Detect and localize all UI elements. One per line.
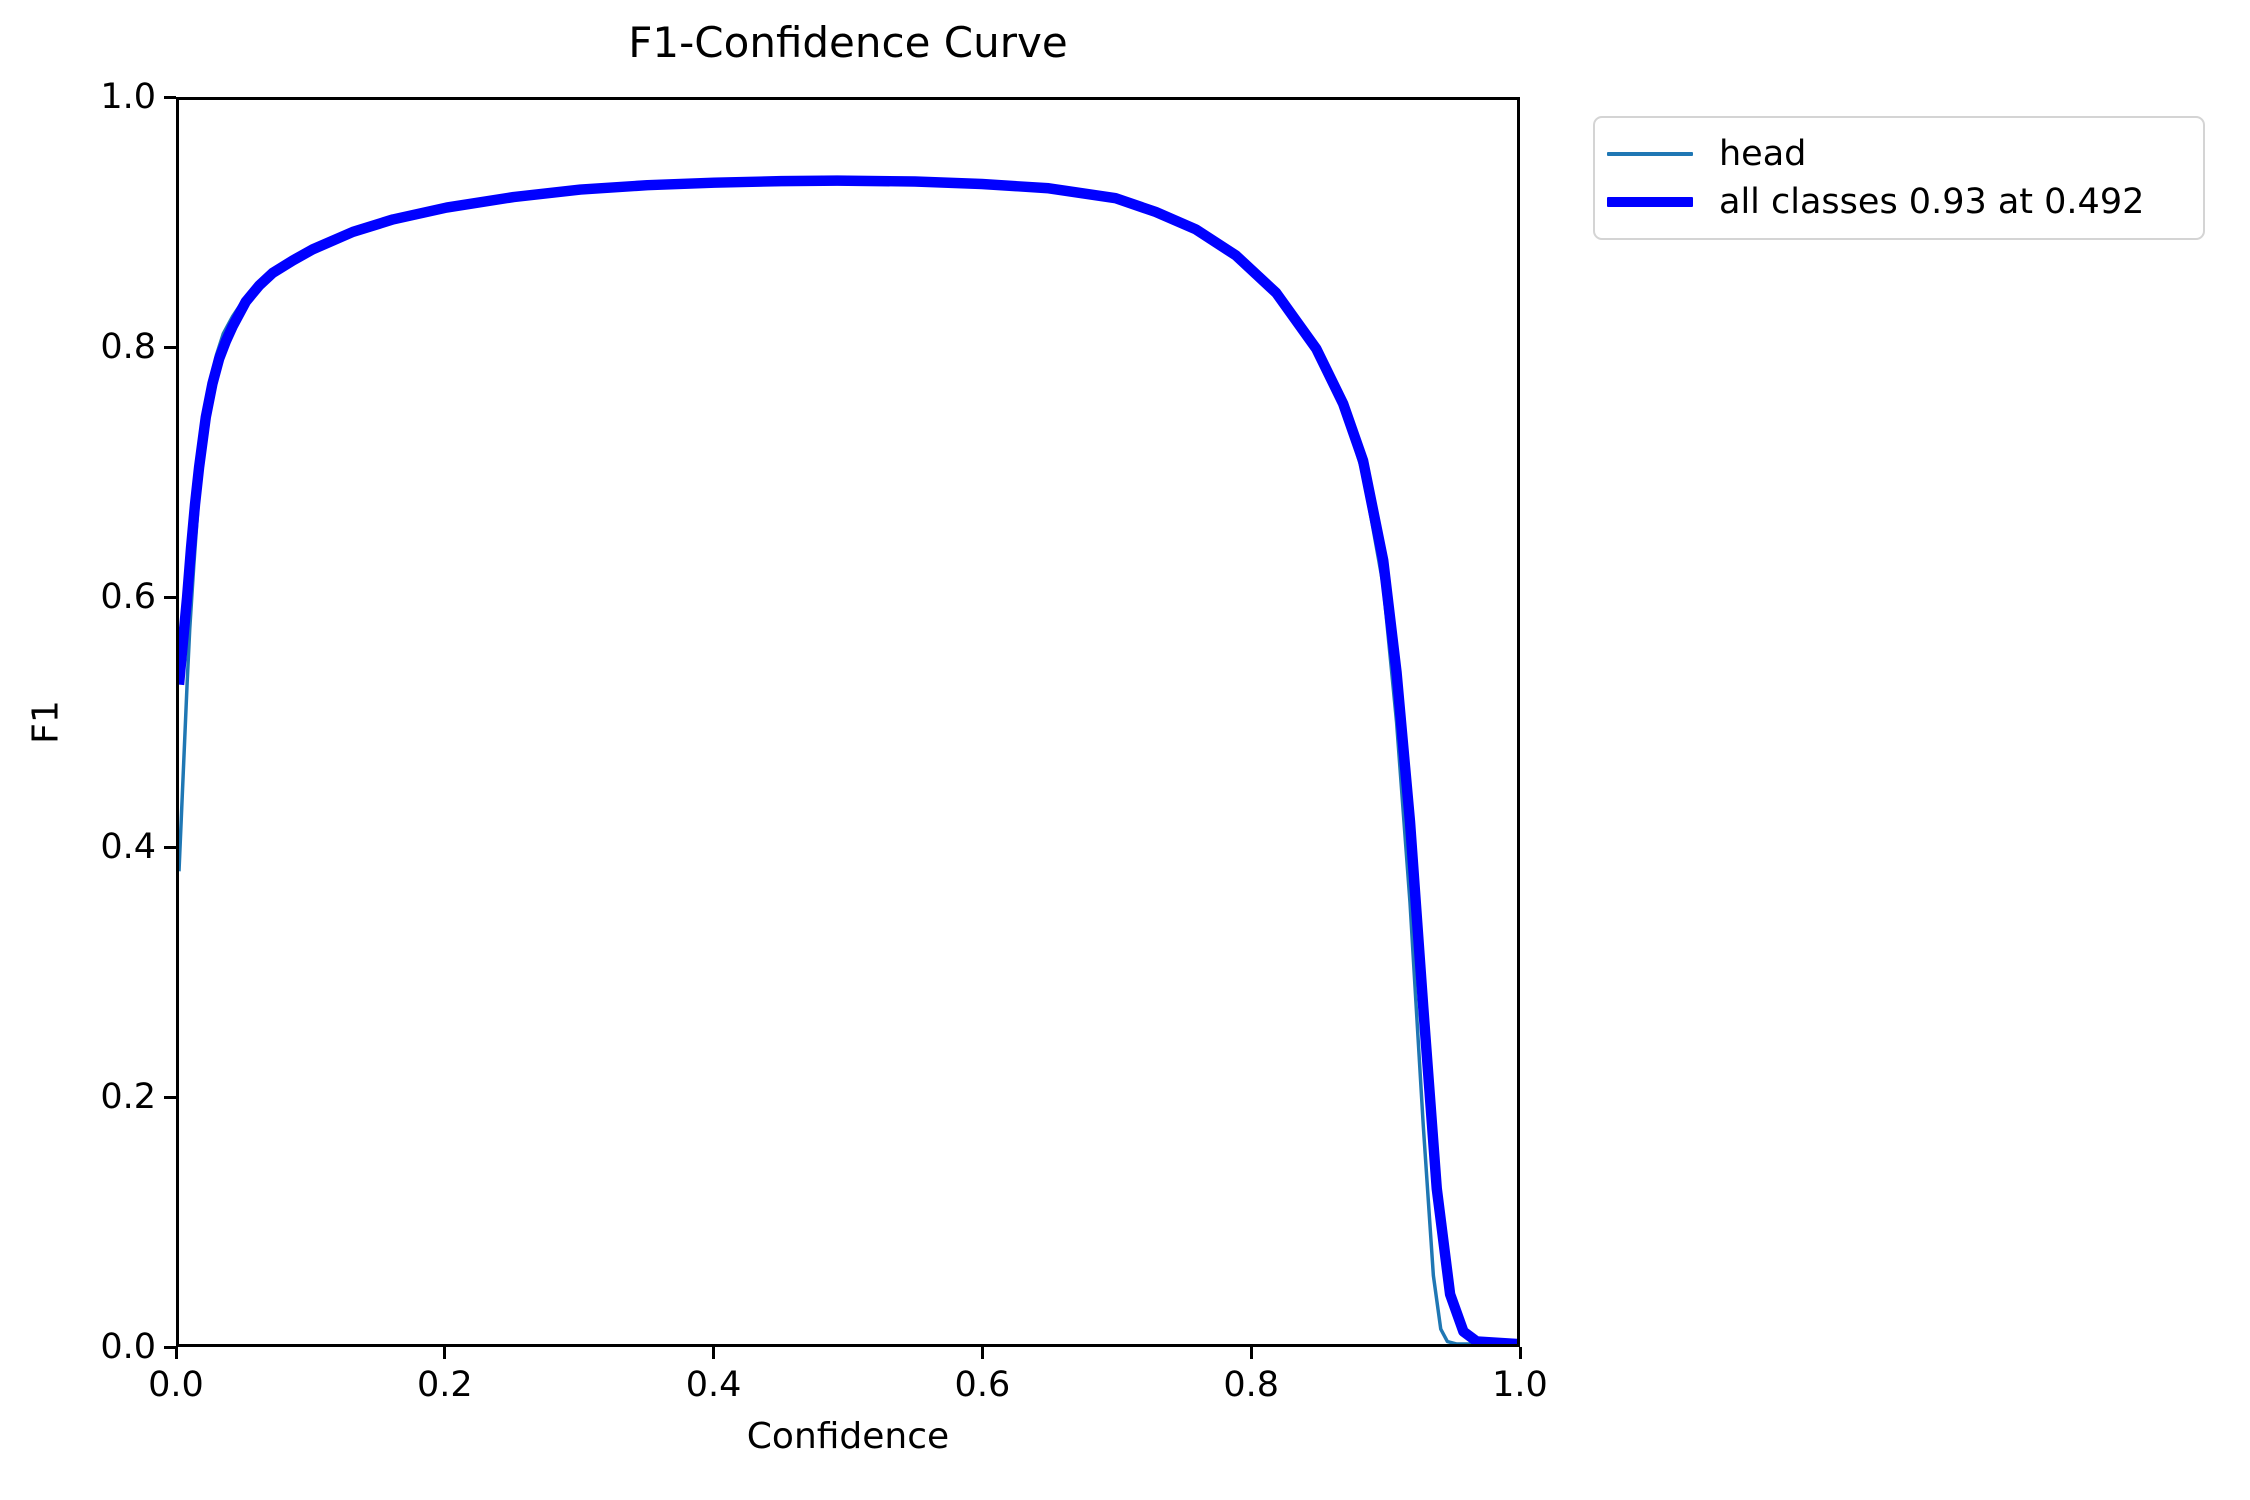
y-tick-mark (164, 345, 176, 349)
y-axis-label: F1 (25, 700, 67, 744)
x-tick-label: 0.8 (1223, 1365, 1280, 1405)
y-tick-label: 0.8 (100, 327, 156, 367)
y-tick-mark (164, 595, 176, 599)
x-tick-label: 1.0 (1492, 1365, 1548, 1405)
legend-label-all-classes: all classes 0.93 at 0.492 (1719, 182, 2145, 222)
chart-title: F1-Confidence Curve (628, 18, 1068, 67)
y-tick-mark (164, 845, 176, 849)
legend-label-head: head (1719, 134, 1807, 174)
x-tick-label: 0.2 (416, 1365, 473, 1405)
y-tick-label: 1.0 (100, 77, 156, 117)
x-tick-mark (1518, 1347, 1522, 1359)
curve-canvas (179, 175, 1517, 1344)
legend-item-head: head (1607, 130, 2189, 178)
x-tick-mark (443, 1347, 447, 1359)
y-tick-label: 0.4 (100, 827, 156, 867)
legend: head all classes 0.93 at 0.492 (1593, 116, 2205, 240)
x-tick-label: 0.0 (148, 1365, 204, 1405)
x-tick-label: 0.6 (954, 1365, 1011, 1405)
y-tick-mark (164, 1095, 176, 1099)
x-tick-mark (174, 1347, 178, 1359)
x-tick-mark (980, 1347, 984, 1359)
x-axis-label: Confidence (746, 1416, 950, 1457)
x-tick-mark (712, 1347, 716, 1359)
y-tick-label: 0.6 (100, 577, 156, 617)
y-tick-mark (164, 1345, 176, 1349)
legend-line-sample-head (1607, 152, 1693, 156)
curve-all-classes (179, 175, 1517, 1344)
y-tick-mark (164, 95, 176, 99)
y-tick-label: 0.2 (100, 1077, 156, 1117)
x-tick-mark (1249, 1347, 1253, 1359)
legend-item-all-classes: all classes 0.93 at 0.492 (1607, 178, 2189, 226)
plot-area (176, 97, 1520, 1347)
y-tick-label: 0.0 (100, 1327, 156, 1367)
x-tick-label: 0.4 (685, 1365, 742, 1405)
legend-line-sample-all-classes (1607, 196, 1693, 208)
